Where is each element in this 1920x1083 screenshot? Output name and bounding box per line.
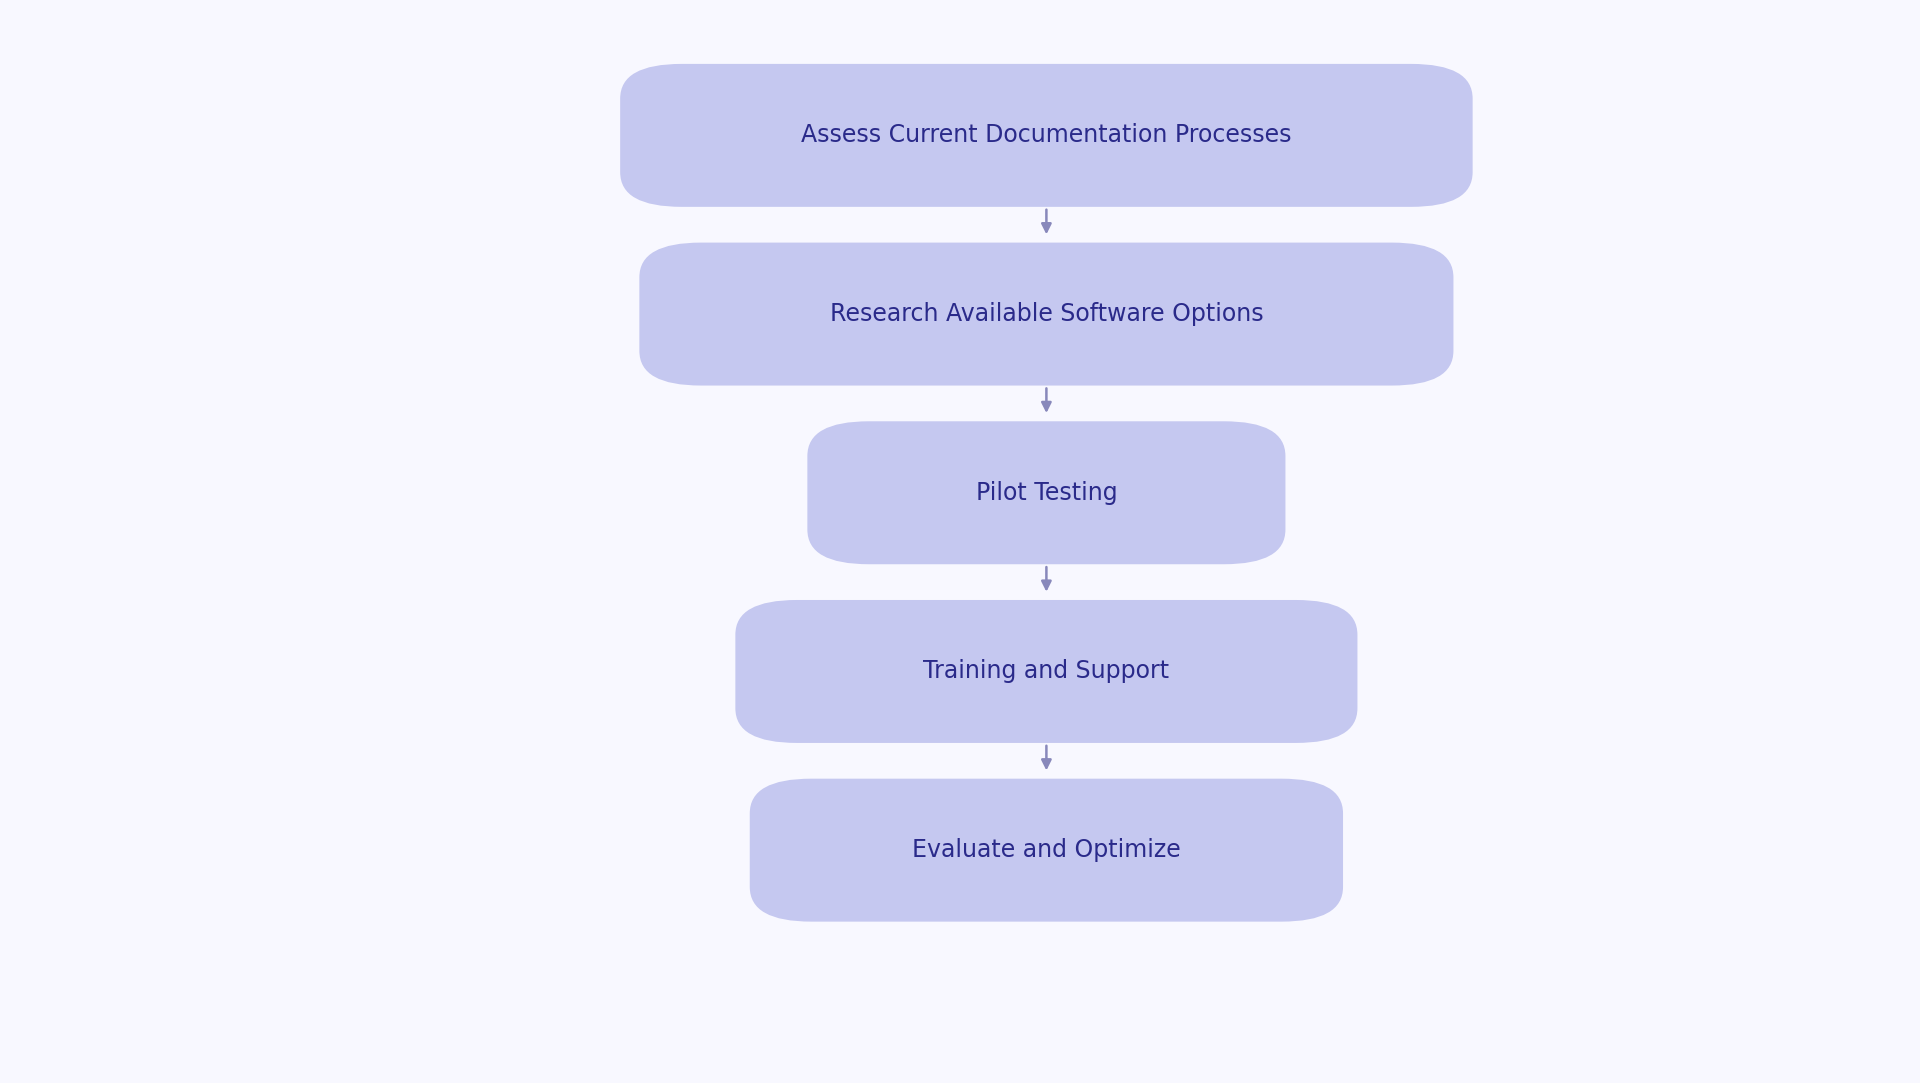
Text: Pilot Testing: Pilot Testing [975, 481, 1117, 505]
FancyBboxPatch shape [620, 64, 1473, 207]
Text: Assess Current Documentation Processes: Assess Current Documentation Processes [801, 123, 1292, 147]
Text: Research Available Software Options: Research Available Software Options [829, 302, 1263, 326]
FancyBboxPatch shape [639, 243, 1453, 386]
Text: Evaluate and Optimize: Evaluate and Optimize [912, 838, 1181, 862]
Text: Training and Support: Training and Support [924, 660, 1169, 683]
FancyBboxPatch shape [735, 600, 1357, 743]
FancyBboxPatch shape [751, 779, 1344, 922]
FancyBboxPatch shape [806, 421, 1286, 564]
